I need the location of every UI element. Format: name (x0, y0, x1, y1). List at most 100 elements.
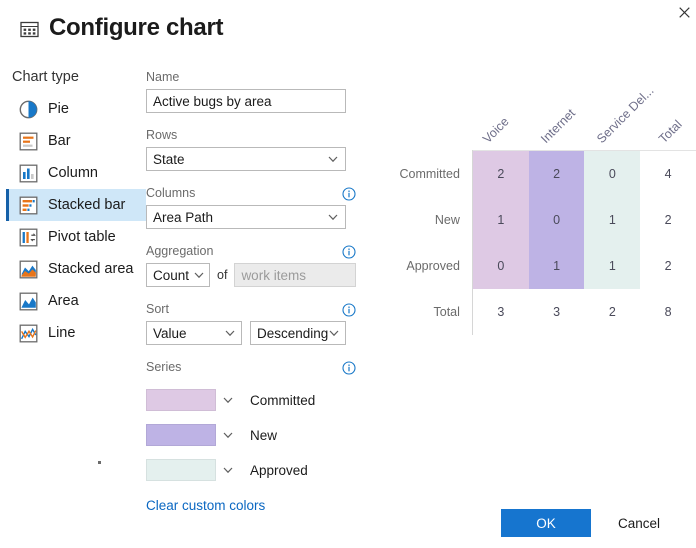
series-color-swatch[interactable] (146, 389, 216, 411)
info-icon[interactable] (342, 302, 356, 317)
chevron-down-icon (194, 272, 204, 279)
cell-committed-service: 0 (584, 150, 641, 197)
row-label-approved: Approved (382, 243, 473, 289)
cell-total-internet: 3 (528, 289, 585, 335)
close-icon (678, 6, 690, 18)
aggregation-function-select[interactable]: Count (146, 263, 210, 287)
chart-type-item-label: Stacked area (48, 261, 134, 277)
name-input-value: Active bugs by area (153, 93, 272, 109)
series-row-new: New (146, 424, 356, 446)
close-button[interactable] (672, 0, 696, 24)
sort-direction-value: Descending (257, 325, 329, 341)
stacked-bar-chart-icon (19, 196, 38, 214)
cell-committed-total: 4 (640, 150, 696, 197)
chevron-down-icon (223, 397, 233, 404)
aggregation-target-field: work items (234, 263, 356, 287)
chart-type-item-line[interactable]: Line (6, 317, 146, 349)
dialog-header: Configure chart (20, 16, 223, 40)
rows-label: Rows (146, 128, 178, 143)
cell-total-service: 2 (584, 289, 641, 335)
sort-label-row: Sort (146, 301, 356, 318)
chart-type-item-label: Bar (48, 133, 71, 149)
aggregation-of-label: of (217, 268, 228, 282)
stacked-area-chart-icon (19, 260, 38, 278)
cell-approved-internet: 1 (528, 243, 585, 289)
chart-type-item-label: Stacked bar (48, 197, 126, 213)
chart-type-item-label: Line (48, 325, 76, 341)
row-label-new: New (382, 197, 473, 243)
cell-new-service: 1 (584, 197, 641, 243)
chart-type-item-label: Pie (48, 101, 69, 117)
series-row-committed: Committed (146, 389, 356, 411)
series-color-dropdown[interactable] (216, 429, 240, 441)
chevron-down-icon (328, 214, 338, 221)
series-color-dropdown[interactable] (216, 464, 240, 476)
table-row: Approved 0 1 1 2 (382, 243, 696, 289)
aggregation-label: Aggregation (146, 244, 214, 259)
chart-configuration-form: Name Active bugs by area Rows State Colu… (146, 69, 356, 515)
chart-type-item-label: Area (48, 293, 79, 309)
cell-approved-total: 2 (640, 243, 696, 289)
column-chart-icon (19, 164, 38, 182)
cell-new-total: 2 (640, 197, 696, 243)
columns-select[interactable]: Area Path (146, 205, 346, 229)
chart-type-item-bar[interactable]: Bar (6, 125, 146, 157)
chevron-down-icon (328, 156, 338, 163)
columns-select-value: Area Path (153, 209, 214, 225)
series-row-approved: Approved (146, 459, 356, 481)
pie-chart-icon (19, 100, 38, 118)
chart-preview: Voice Internet Service Del... Total Comm… (382, 84, 696, 335)
cell-committed-internet: 2 (528, 150, 585, 197)
table-row: Committed 2 2 0 4 (382, 150, 696, 197)
chevron-down-icon (223, 432, 233, 439)
series-name-label: Committed (250, 392, 316, 408)
area-chart-icon (19, 292, 38, 310)
chart-type-item-column[interactable]: Column (6, 157, 146, 189)
cell-new-voice: 1 (472, 197, 529, 243)
ok-button[interactable]: OK (501, 509, 591, 537)
chart-type-item-area[interactable]: Area (6, 285, 146, 317)
chart-type-item-label: Pivot table (48, 229, 116, 245)
chart-type-item-stacked-bar[interactable]: Stacked bar (6, 189, 146, 221)
series-color-swatch[interactable] (146, 459, 216, 481)
chart-type-label: Chart type (12, 69, 79, 85)
name-label: Name (146, 70, 180, 85)
rows-select[interactable]: State (146, 147, 346, 171)
sort-direction-select[interactable]: Descending (250, 321, 346, 345)
info-icon[interactable] (342, 186, 356, 201)
series-color-swatch[interactable] (146, 424, 216, 446)
cell-total-total: 8 (640, 289, 696, 335)
sort-field-value: Value (153, 325, 187, 341)
chart-type-item-pie[interactable]: Pie (6, 93, 146, 125)
chart-type-item-stacked-area[interactable]: Stacked area (6, 253, 146, 285)
page-title: Configure chart (49, 14, 224, 41)
columns-label: Columns (146, 186, 196, 201)
table-row: New 1 0 1 2 (382, 197, 696, 243)
column-header-service-del: Service Del... (594, 83, 657, 146)
aggregation-function-value: Count (153, 267, 190, 283)
cell-approved-service: 1 (584, 243, 641, 289)
bar-chart-icon (19, 132, 38, 150)
sort-field-select[interactable]: Value (146, 321, 242, 345)
name-input[interactable]: Active bugs by area (146, 89, 346, 113)
clear-custom-colors-link[interactable]: Clear custom colors (146, 498, 266, 513)
column-header-total: Total (656, 117, 685, 146)
chevron-down-icon (329, 330, 339, 337)
chart-type-item-pivot-table[interactable]: Pivot table (6, 221, 146, 253)
series-name-label: Approved (250, 462, 308, 478)
info-icon[interactable] (342, 360, 356, 375)
column-header-voice: Voice (480, 114, 512, 146)
info-icon[interactable] (342, 244, 356, 259)
sort-label: Sort (146, 302, 169, 317)
chevron-down-icon (225, 330, 235, 337)
pivot-table-icon (19, 228, 38, 246)
series-color-dropdown[interactable] (216, 394, 240, 406)
series-name-label: New (250, 427, 278, 443)
rows-select-value: State (153, 151, 185, 167)
series-label: Series (146, 360, 182, 375)
aggregation-target-value: work items (241, 267, 306, 283)
row-label-total: Total (382, 289, 473, 335)
rows-label-row: Rows (146, 127, 356, 144)
aggregation-label-row: Aggregation (146, 243, 356, 260)
cancel-button[interactable]: Cancel (612, 509, 666, 537)
